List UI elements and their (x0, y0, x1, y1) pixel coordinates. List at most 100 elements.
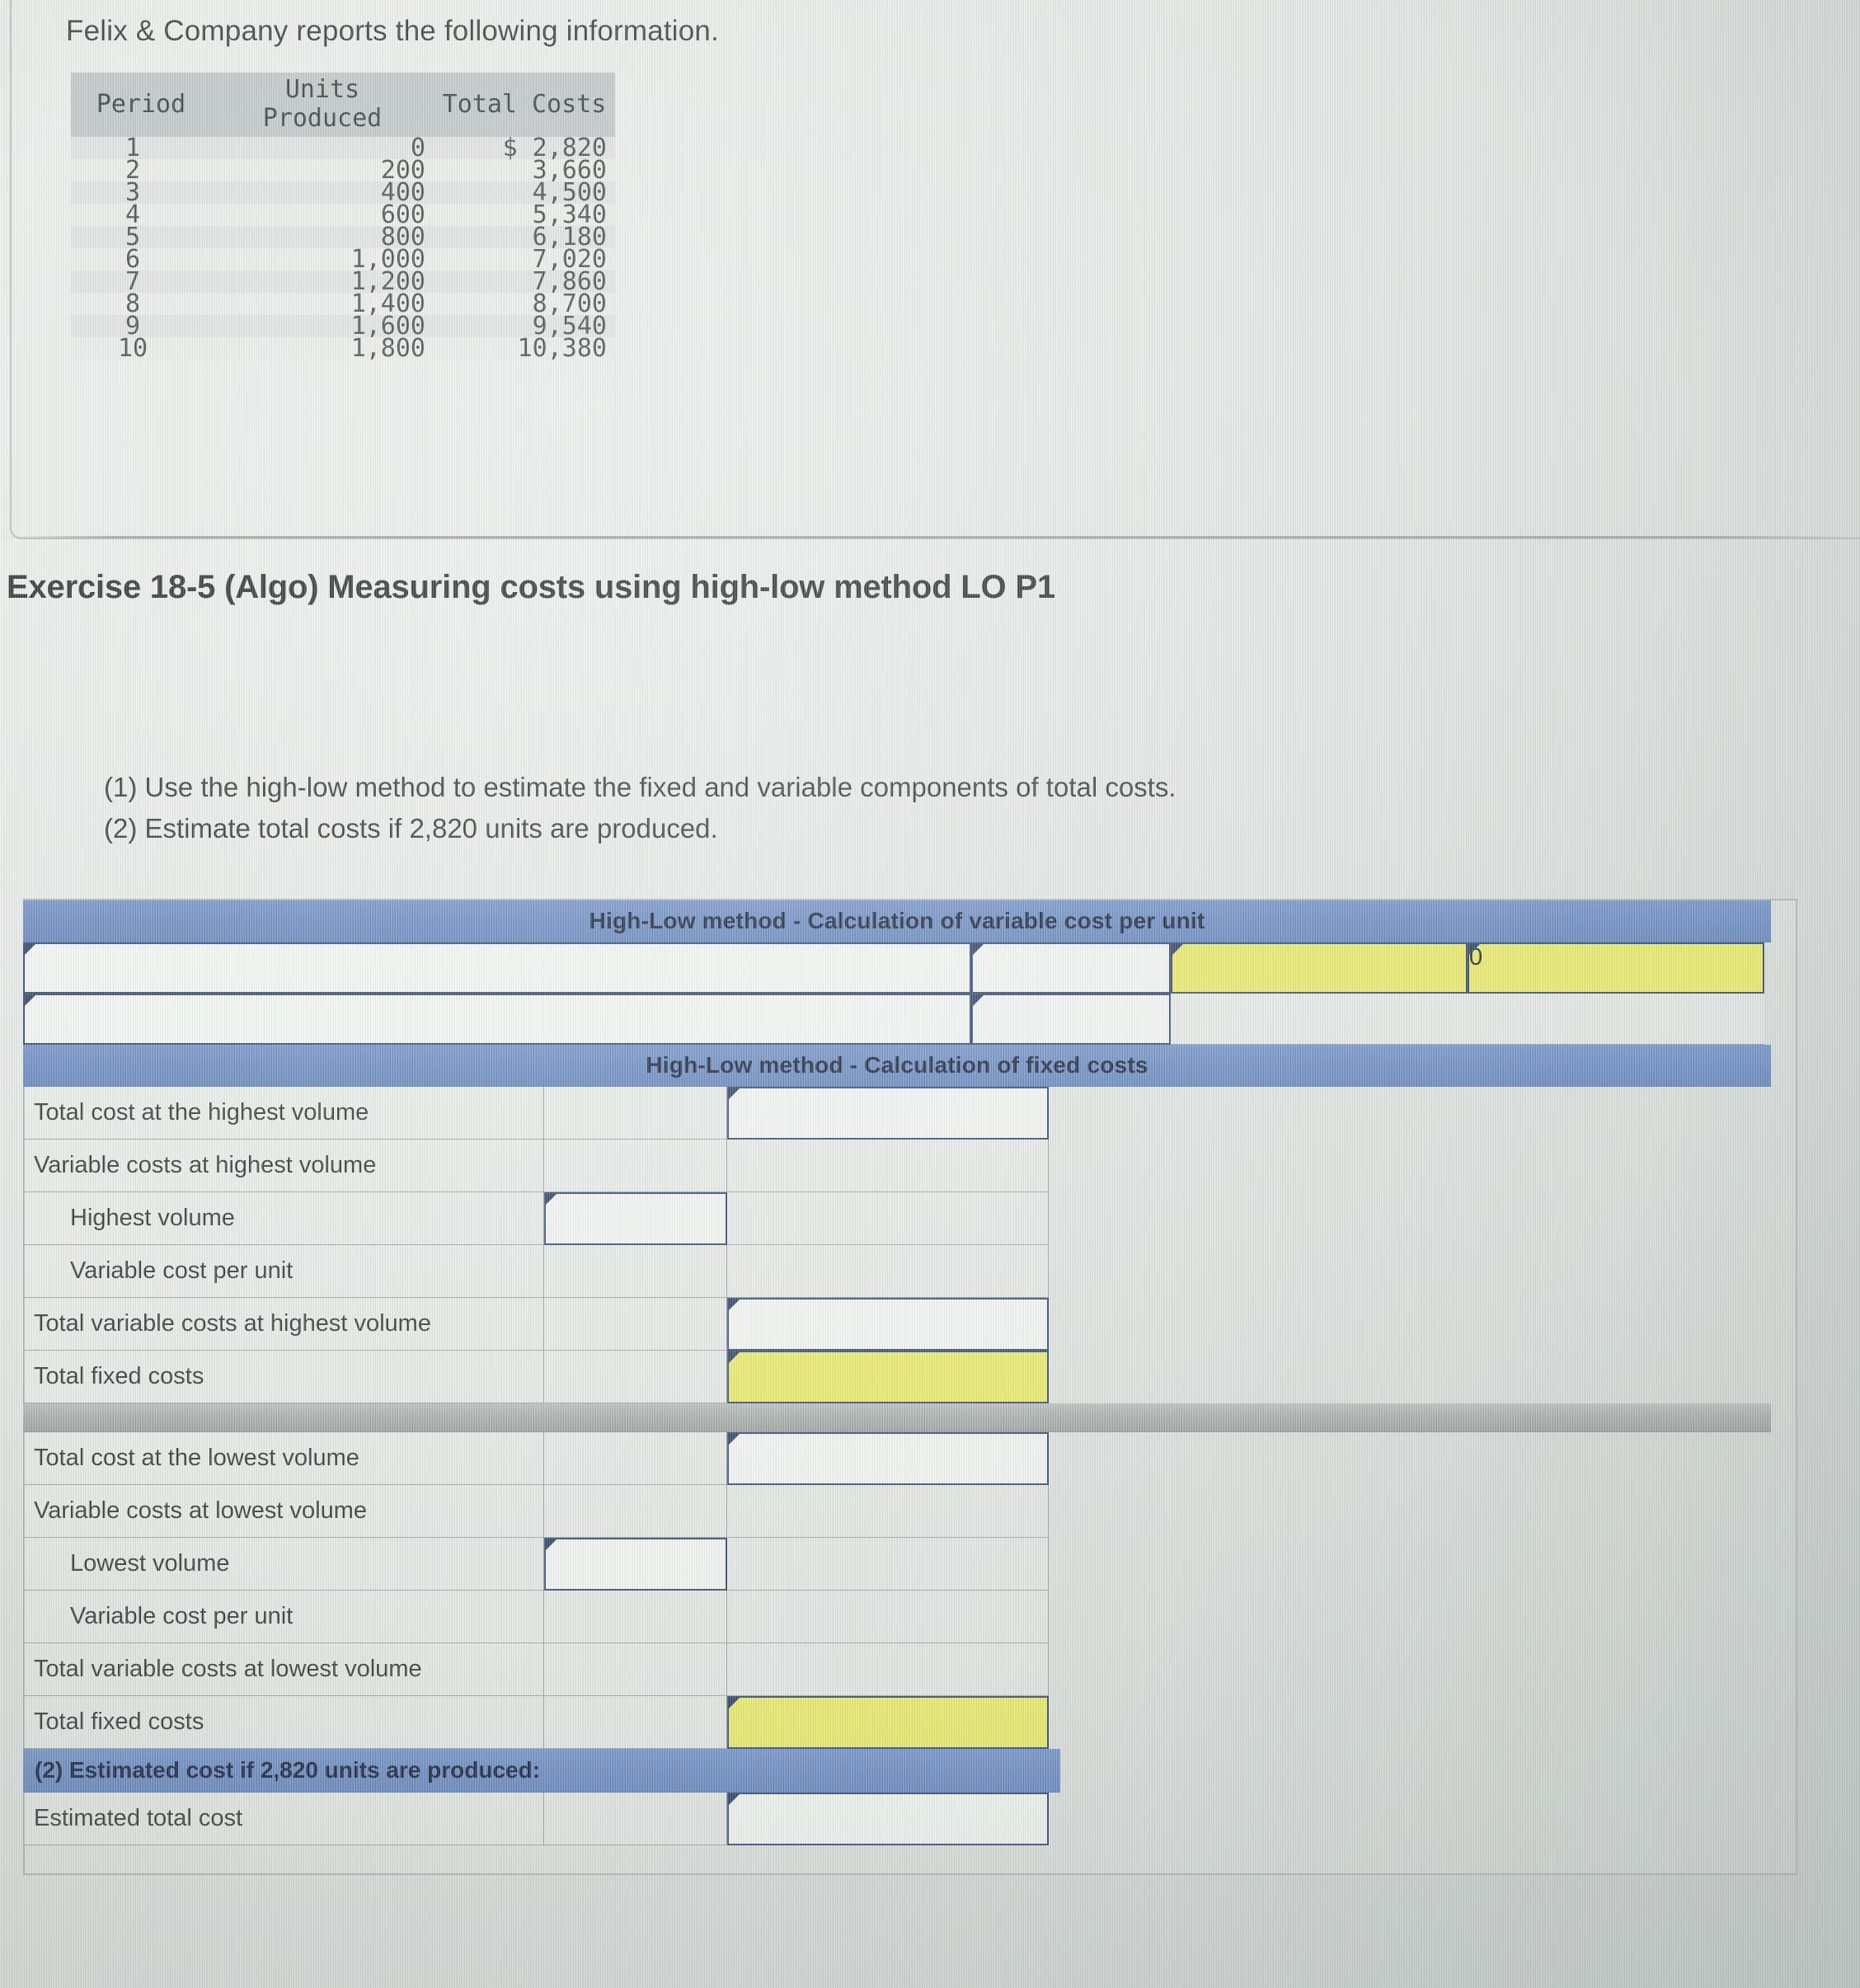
row-tail (1049, 1351, 1771, 1403)
lowest-label-0: Total cost at the lowest volume (23, 1432, 544, 1485)
worksheet-row: Total fixed costs (23, 1696, 1771, 1749)
row-tail (1049, 1643, 1771, 1696)
cell-period: 4 (71, 203, 211, 228)
lowest-value-input-4 (727, 1643, 1049, 1696)
lowest-value-input-5[interactable] (727, 1696, 1049, 1749)
highest-mid-input-2[interactable] (544, 1192, 727, 1245)
lowest-mid-input-3 (544, 1591, 727, 1643)
high-low-worksheet: High-Low method - Calculation of variabl… (23, 900, 1771, 1845)
highest-label-0: Total cost at the highest volume (23, 1087, 544, 1140)
worksheet-header-fixed-costs: High-Low method - Calculation of fixed c… (23, 1045, 1771, 1087)
estimated-mid-input-0 (544, 1793, 727, 1845)
page-title: Exercise 18-5 (Algo) Measuring costs usi… (7, 569, 1055, 605)
highest-mid-input-0 (544, 1087, 727, 1140)
cell-period: 7 (71, 270, 211, 294)
variable-row1-value-b[interactable]: 0 (1468, 942, 1764, 994)
table-header-row: Period Units Produced Total Costs (71, 73, 615, 137)
variable-row2-mid-input[interactable] (971, 994, 1171, 1045)
highest-value-input-1 (727, 1140, 1049, 1192)
row-tail (1049, 1696, 1771, 1749)
lowest-value-input-1 (727, 1485, 1049, 1538)
worksheet-row: Total cost at the lowest volume (23, 1432, 1771, 1485)
cell-period: 5 (71, 225, 211, 250)
table-row: 10 1,800 10,380 (71, 336, 615, 361)
cell-total-costs: 6,180 (434, 225, 615, 250)
variable-row2-value-b[interactable] (1468, 994, 1764, 1045)
lowest-value-input-2 (727, 1538, 1049, 1591)
cell-period: 8 (71, 292, 211, 317)
row-tail (1049, 1432, 1771, 1485)
highest-mid-input-3 (544, 1245, 727, 1298)
highest-value-input-2 (727, 1192, 1049, 1245)
lowest-label-1: Variable costs at lowest volume (23, 1485, 544, 1538)
cell-units-produced: 1,000 (211, 247, 434, 272)
row-tail (1049, 1538, 1771, 1591)
cell-total-costs: 7,860 (434, 270, 615, 294)
highest-value-input-4[interactable] (727, 1298, 1049, 1351)
column-header-units-produced: Units Produced (211, 73, 434, 137)
highest-value-input-0[interactable] (727, 1087, 1049, 1140)
variable-row1-value-a[interactable] (1171, 942, 1468, 994)
table-row: 6 1,000 7,020 (71, 247, 615, 272)
estimated-value-input-0[interactable] (727, 1793, 1049, 1845)
section-divider (0, 536, 1860, 538)
table-row: 3 400 4,500 (71, 181, 615, 205)
variable-row1-label-input[interactable] (23, 942, 971, 994)
lowest-mid-input-5 (544, 1696, 727, 1749)
cell-total-costs: 9,540 (434, 314, 615, 339)
estimated-total-cost-block: Estimated total cost (23, 1793, 1771, 1845)
table-row: 1 0 $ 2,820 (71, 136, 615, 161)
cell-period: 10 (71, 336, 211, 361)
worksheet-row: Variable cost per unit (23, 1245, 1771, 1298)
lowest-label-3: Variable cost per unit (23, 1591, 544, 1643)
highest-label-5: Total fixed costs (23, 1351, 544, 1403)
cell-period: 3 (71, 181, 211, 205)
variable-row1-mid-input[interactable] (971, 942, 1171, 994)
highest-label-2: Highest volume (23, 1192, 544, 1245)
worksheet-row: Highest volume (23, 1192, 1771, 1245)
lowest-label-2: Lowest volume (23, 1538, 544, 1591)
highest-label-3: Variable cost per unit (23, 1245, 544, 1298)
cell-total-costs: $ 2,820 (434, 136, 615, 161)
variable-row2-value-a[interactable] (1171, 994, 1468, 1045)
column-header-period: Period (71, 73, 211, 137)
requirements-block: (1) Use the high-low method to estimate … (104, 767, 1177, 849)
lowest-mid-input-0 (544, 1432, 727, 1485)
cell-units-produced: 1,400 (211, 292, 434, 317)
cell-period: 2 (71, 158, 211, 183)
row-tail (1049, 1087, 1771, 1140)
cell-total-costs: 7,020 (434, 247, 615, 272)
cell-total-costs: 3,660 (434, 158, 615, 183)
highest-mid-input-5 (544, 1351, 727, 1403)
highest-value-input-5[interactable] (727, 1351, 1049, 1403)
row-tail (1049, 1298, 1771, 1351)
lowest-mid-input-2[interactable] (544, 1538, 727, 1591)
requirement-1: (1) Use the high-low method to estimate … (104, 772, 1177, 802)
worksheet-row: Total variable costs at lowest volume (23, 1643, 1771, 1696)
worksheet-header-variable-cost: High-Low method - Calculation of variabl… (23, 900, 1771, 942)
column-header-total-costs: Total Costs (434, 73, 615, 137)
lowest-value-input-0[interactable] (727, 1432, 1049, 1485)
cell-total-costs: 8,700 (434, 292, 615, 317)
cell-period: 1 (71, 136, 211, 161)
cell-units-produced: 400 (211, 181, 434, 205)
intro-sentence: Felix & Company reports the following in… (66, 15, 720, 47)
cell-units-produced: 800 (211, 225, 434, 250)
lowest-mid-input-4 (544, 1643, 727, 1696)
cell-units-produced: 1,600 (211, 314, 434, 339)
row-tail (1049, 1192, 1771, 1245)
worksheet-row: Total cost at the highest volume (23, 1087, 1771, 1140)
highest-mid-input-4 (544, 1298, 727, 1351)
cell-total-costs: 10,380 (434, 336, 615, 361)
units-and-costs-table: Period Units Produced Total Costs 1 0 $ 2,… (71, 73, 615, 361)
variable-cost-per-unit-value: 0 (1469, 944, 1483, 971)
cell-units-produced: 200 (211, 158, 434, 183)
row-tail (1049, 1485, 1771, 1538)
cell-units-produced: 600 (211, 203, 434, 228)
table-row: 5 800 6,180 (71, 225, 615, 250)
row-tail (1049, 1245, 1771, 1298)
highest-label-1: Variable costs at highest volume (23, 1140, 544, 1192)
variable-row2-label-input[interactable] (23, 994, 971, 1045)
row-tail (1049, 1591, 1771, 1643)
lowest-label-5: Total fixed costs (23, 1696, 544, 1749)
